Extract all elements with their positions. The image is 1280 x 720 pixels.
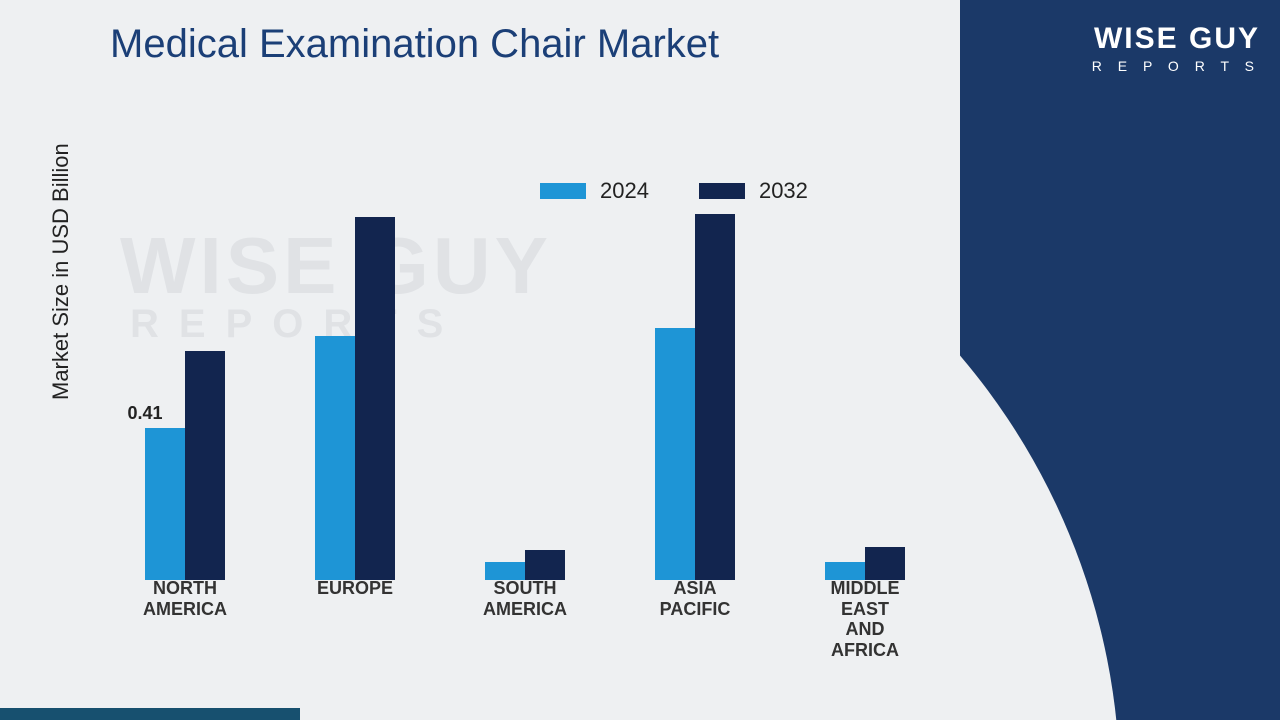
bar-series2 [525, 550, 565, 580]
bar-group [810, 547, 920, 580]
brand-logo: WISE GUY R E P O R T S [1092, 22, 1260, 74]
legend: 2024 2032 [540, 178, 808, 204]
legend-label-2032: 2032 [759, 178, 808, 204]
category-label: EUROPE [290, 578, 420, 599]
bar-group [640, 214, 750, 580]
bar-series2 [695, 214, 735, 580]
legend-swatch-2032 [699, 183, 745, 199]
bar-series1 [655, 328, 695, 580]
bar-series1 [145, 428, 185, 580]
bar-series2 [865, 547, 905, 580]
bar-series2 [185, 351, 225, 580]
legend-item-2032: 2032 [699, 178, 808, 204]
bar-group [300, 217, 410, 580]
legend-item-2024: 2024 [540, 178, 649, 204]
legend-swatch-2024 [540, 183, 586, 199]
bar-series1 [315, 336, 355, 580]
chart-title: Medical Examination Chair Market [110, 22, 719, 67]
bottom-accent-bar [0, 708, 300, 720]
category-label: SOUTHAMERICA [460, 578, 590, 619]
y-axis-label: Market Size in USD Billion [48, 143, 74, 400]
category-label: MIDDLEEASTANDAFRICA [800, 578, 930, 661]
legend-label-2024: 2024 [600, 178, 649, 204]
bar-group [470, 550, 580, 580]
brand-logo-line1: WISE GUY [1092, 22, 1260, 56]
chart: 0.41 [130, 210, 930, 610]
bar-group [130, 351, 240, 580]
category-label: ASIAPACIFIC [630, 578, 760, 619]
bar-value-label: 0.41 [115, 403, 175, 424]
brand-logo-line2: R E P O R T S [1092, 58, 1260, 74]
bar-series2 [355, 217, 395, 580]
plot-area: 0.41 [130, 210, 930, 580]
category-label: NORTHAMERICA [120, 578, 250, 619]
